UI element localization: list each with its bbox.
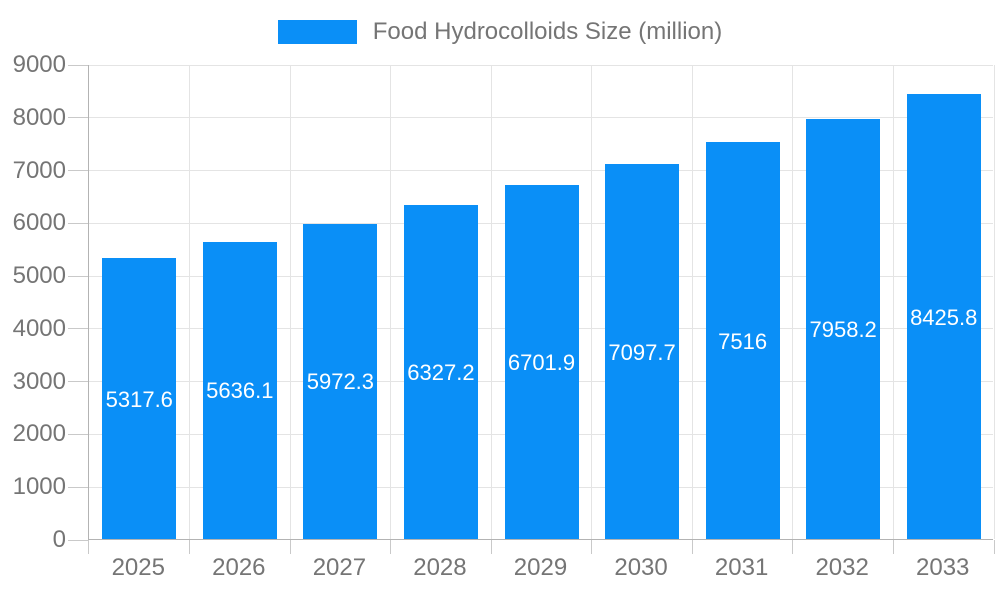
x-axis-tick: [390, 540, 392, 554]
bar-2028: [403, 205, 478, 539]
plot-area: 5317.6 5636.1 5972.3 6327.2 6701.9 7097.7 7516…: [68, 64, 995, 554]
legend: Food Hydrocolloids Size (million): [0, 17, 1000, 47]
x-axis-tick: [792, 540, 794, 554]
y-axis-label: 3000: [12, 367, 66, 395]
y-axis-tick: [68, 117, 88, 119]
gridline-vertical: [892, 65, 894, 539]
gridline-horizontal: [89, 64, 993, 66]
bar-value-label: 7958.2: [809, 316, 877, 342]
x-axis-label: 2033: [916, 554, 970, 581]
y-axis-tick: [68, 539, 88, 541]
y-axis-tick: [68, 381, 88, 383]
y-axis-label: 6000: [12, 209, 66, 237]
bar-value-label: 8425.8: [910, 304, 978, 330]
gridline-vertical: [289, 65, 291, 539]
gridline-vertical: [591, 65, 593, 539]
gridline-vertical: [993, 65, 995, 539]
bar-2025: [102, 258, 177, 539]
x-axis-label: 2032: [815, 554, 869, 581]
y-axis-tick: [68, 64, 88, 66]
gridline-vertical: [390, 65, 392, 539]
bar-value-label: 5636.1: [206, 378, 274, 404]
y-axis-label: 5000: [12, 262, 66, 290]
gridline-vertical: [490, 65, 492, 539]
x-axis-tick: [289, 540, 291, 554]
bar-value-label: 6701.9: [507, 350, 576, 376]
gridline-vertical: [189, 65, 191, 539]
y-axis-label: 9000: [12, 51, 66, 78]
x-axis-label: 2029: [513, 554, 568, 581]
x-axis-label: 2030: [614, 554, 668, 581]
x-axis-label: 2031: [714, 554, 769, 581]
gridline-vertical: [792, 65, 794, 539]
bar-2030: [605, 164, 680, 539]
bar-2029: [504, 185, 579, 539]
x-axis-tick: [189, 540, 191, 554]
y-axis-tick: [68, 222, 88, 224]
x-axis-tick: [87, 540, 89, 554]
y-axis-label: 4000: [12, 314, 66, 342]
y-axis-tick: [68, 486, 88, 488]
y-axis-label: 0: [52, 526, 66, 553]
x-axis-label: 2028: [413, 554, 467, 581]
x-axis-tick: [691, 540, 693, 554]
x-axis-tick: [993, 540, 995, 554]
x-axis-tick: [591, 540, 593, 554]
bar-2031: [705, 142, 780, 539]
y-axis-tick: [68, 328, 88, 330]
gridline-horizontal: [89, 117, 993, 119]
bar-value-label: 5972.3: [306, 369, 375, 395]
y-axis-tick: [68, 170, 88, 172]
y-axis-label: 2000: [12, 420, 66, 448]
bar-value-label: 7097.7: [608, 339, 676, 365]
bar-value-label: 6327.2: [407, 360, 475, 386]
y-axis-tick: [68, 433, 88, 435]
bar-2032: [806, 118, 881, 539]
y-axis-tick: [68, 275, 88, 277]
legend-label: Food Hydrocolloids Size (million): [372, 18, 723, 45]
y-axis-label: 7000: [12, 156, 66, 184]
legend-swatch: [277, 20, 357, 44]
x-axis-label: 2027: [312, 554, 367, 581]
gridline-vertical: [691, 65, 693, 539]
x-axis-label: 2026: [212, 554, 266, 581]
x-axis-label: 2025: [111, 554, 165, 581]
bar-2033: [906, 94, 981, 539]
bar-2026: [202, 241, 277, 539]
y-axis-label: 8000: [12, 103, 66, 131]
bar-2027: [303, 223, 378, 539]
bar-value-label: 5317.6: [105, 386, 173, 412]
x-axis-tick: [490, 540, 492, 554]
bar-value-label: 7516: [718, 328, 768, 354]
y-axis-label: 1000: [12, 473, 66, 501]
x-axis-tick: [892, 540, 894, 554]
gridline-horizontal: [89, 170, 993, 172]
